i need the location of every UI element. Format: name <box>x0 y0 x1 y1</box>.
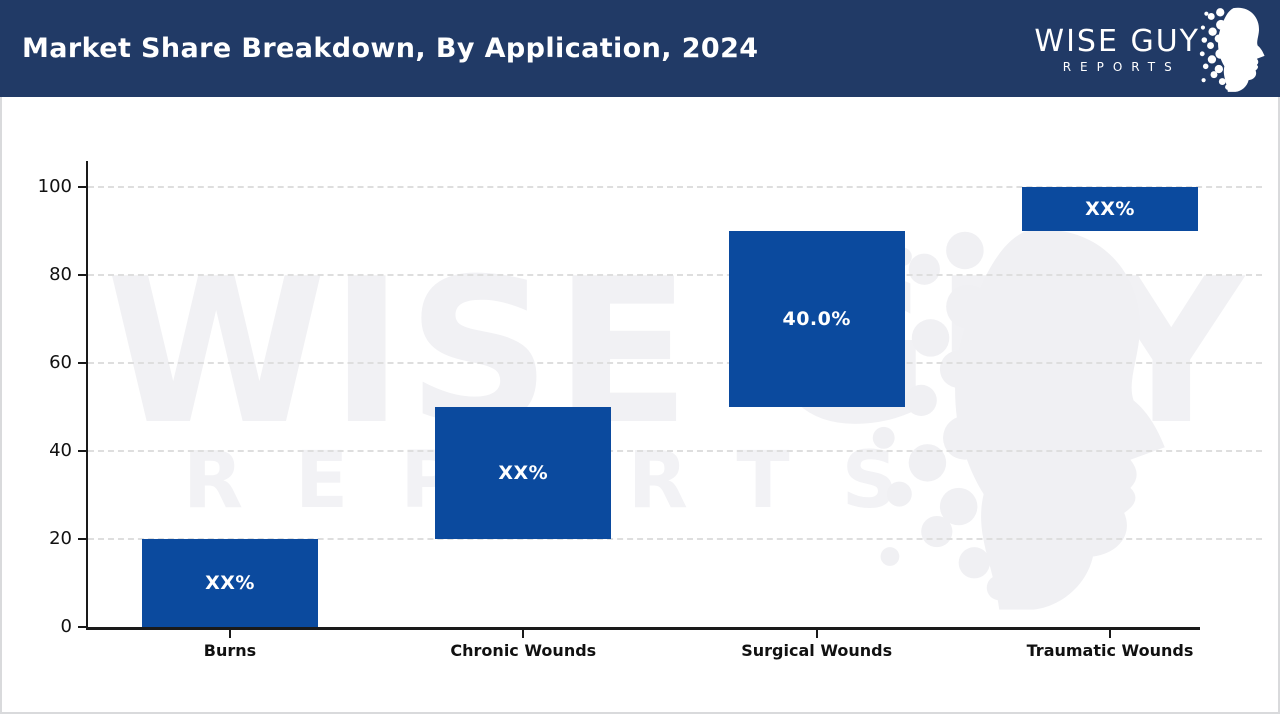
y-tick-label: 20 <box>49 528 72 549</box>
y-tick-label: 0 <box>60 616 72 637</box>
brand-logo-text: WISE GUY REPORTS <box>1034 24 1200 74</box>
bar-value-label: XX% <box>498 462 549 484</box>
gridline-80 <box>88 274 1262 276</box>
bar-value-label: XX% <box>205 572 255 594</box>
page-border-bottom <box>0 712 1280 714</box>
gridline-60 <box>88 362 1262 364</box>
y-tick-label: 60 <box>49 352 72 373</box>
y-tick-label: 80 <box>49 264 72 285</box>
x-tick-burns <box>229 630 231 638</box>
gridline-100 <box>88 186 1262 188</box>
y-tick-label: 40 <box>49 440 72 461</box>
y-tick-label: 100 <box>37 176 72 197</box>
bar-value-label: XX% <box>1085 198 1135 220</box>
y-tick-60 <box>78 362 86 364</box>
y-tick-20 <box>78 538 86 540</box>
bar-burns: XX% <box>142 539 318 627</box>
x-category-label: Traumatic Wounds <box>1026 641 1194 660</box>
y-tick-0 <box>78 626 86 628</box>
x-category-label: Surgical Wounds <box>741 641 893 660</box>
x-tick-surgical-wounds <box>815 630 818 638</box>
brand-name: WISE GUY <box>1034 23 1200 59</box>
x-category-label: Chronic Wounds <box>450 641 597 660</box>
brand-logo: WISE GUY REPORTS <box>1034 4 1270 94</box>
dotted-face-logo-icon <box>1194 4 1270 94</box>
y-tick-40 <box>78 450 86 452</box>
page-border-right <box>1278 97 1280 714</box>
y-tick-100 <box>78 186 86 188</box>
x-category-label: Burns <box>203 641 257 660</box>
x-tick-traumatic-wounds <box>1109 630 1111 638</box>
plot-area: WISE GUY REPORTS 020406080100XX%BurnsXX%… <box>0 97 1280 713</box>
y-tick-80 <box>78 274 86 276</box>
gridline-40 <box>88 450 1262 452</box>
bar-traumatic-wounds: XX% <box>1022 187 1198 231</box>
bar-surgical-wounds: 40.0% <box>728 231 905 407</box>
gridline-20 <box>88 538 1262 540</box>
y-axis-line <box>86 161 88 630</box>
x-tick-chronic-wounds <box>522 630 525 638</box>
bar-value-label: 40.0% <box>782 308 851 330</box>
chart-title: Market Share Breakdown, By Application, … <box>22 33 759 64</box>
brand-subtitle: REPORTS <box>1062 59 1181 74</box>
x-axis-line <box>86 627 1200 630</box>
page-border-left <box>0 97 2 714</box>
header: Market Share Breakdown, By Application, … <box>0 0 1280 97</box>
bar-chronic-wounds: XX% <box>435 407 612 539</box>
